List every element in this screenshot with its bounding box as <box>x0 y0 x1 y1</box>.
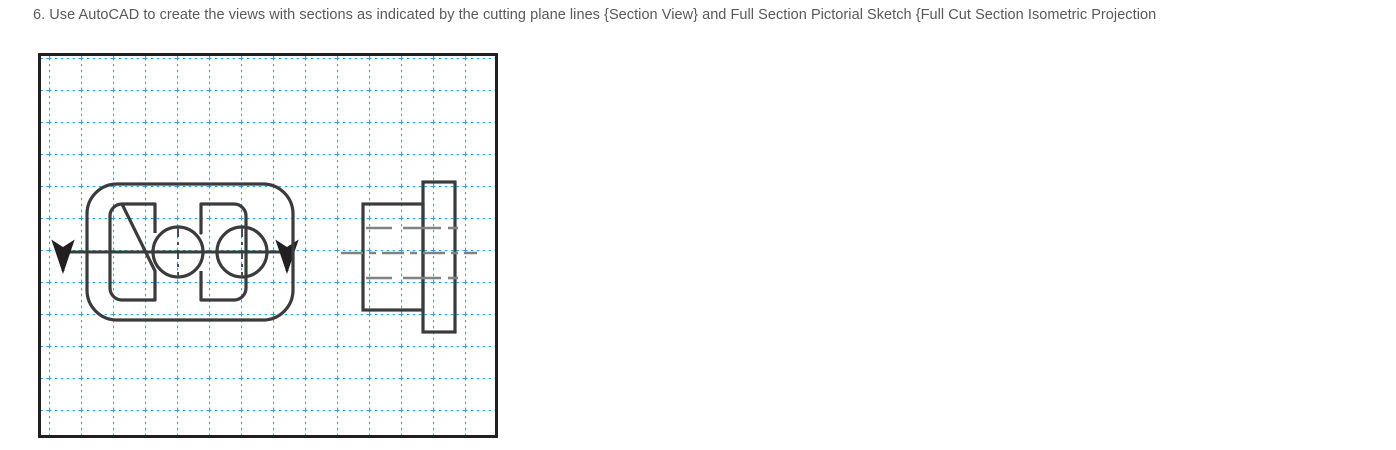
question-text: 6. Use AutoCAD to create the views with … <box>33 7 1157 23</box>
top-view <box>51 182 299 322</box>
grid-background <box>41 56 495 435</box>
top-view-inner-pocket <box>108 202 157 302</box>
cutting-plane-line <box>51 239 299 274</box>
top-view-inner-pocket-right <box>199 202 248 302</box>
orthographic-drawing <box>41 56 495 435</box>
top-view-outline <box>85 182 295 322</box>
side-view-hidden-lines <box>366 226 458 280</box>
side-view <box>341 180 477 334</box>
drawing-frame <box>38 53 498 438</box>
side-view-flange <box>421 180 457 334</box>
